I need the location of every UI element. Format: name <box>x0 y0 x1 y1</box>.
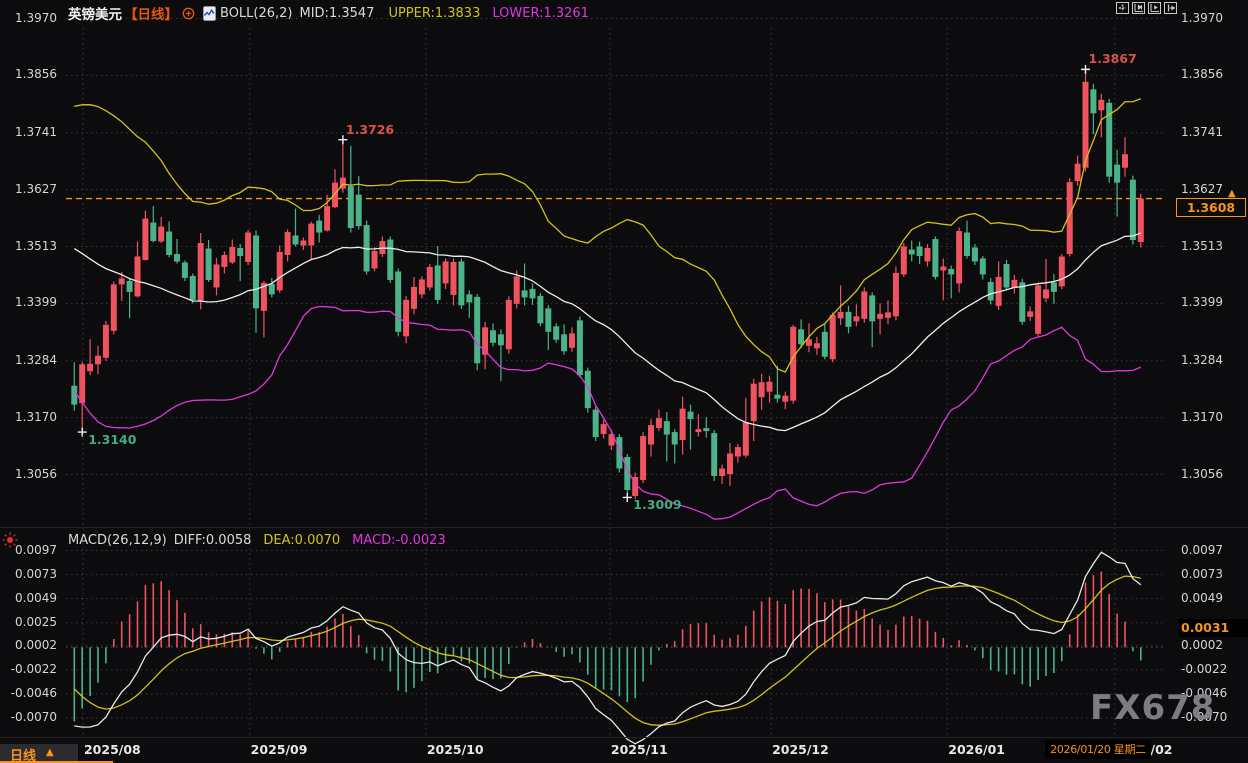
macd-tick-right: 0.0073 <box>1181 566 1223 581</box>
zoom-x-play-icon[interactable] <box>1148 2 1161 14</box>
boll-lower-line <box>73 305 1142 520</box>
period-tab-underline <box>0 760 113 763</box>
period-tag[interactable]: 【日线】 <box>124 7 178 23</box>
macd-tick-right: 0.0097 <box>1181 542 1223 557</box>
macd-gridlines <box>66 550 1164 719</box>
period-tab-label[interactable]: 日线 <box>10 749 37 763</box>
price-tick-right: 1.3741 <box>1181 124 1223 139</box>
macd-dea-value: DEA:0.0070 <box>263 532 341 548</box>
price-tick-left: 1.3513 <box>15 238 57 253</box>
macd-tick-left: -0.0070 <box>10 710 57 724</box>
macd-tick-right: -0.0022 <box>1181 661 1228 676</box>
macd-header: MACD(26,12,9) DIFF:0.0058 DEA:0.0070 MAC… <box>68 532 446 548</box>
macd-tick-left: -0.0046 <box>10 685 57 700</box>
price-annotation-label: 1.3140 <box>88 432 137 448</box>
chart-type-icon[interactable] <box>203 5 216 21</box>
add-indicator-icon[interactable] <box>182 7 195 20</box>
price-annotation-label: 1.3009 <box>633 497 682 513</box>
indicator-marker-icon[interactable] <box>1 531 19 549</box>
pan-right-icon[interactable] <box>1164 2 1177 14</box>
price-tick-right: 1.3513 <box>1181 238 1223 253</box>
price-tick-left: 1.3627 <box>15 181 57 196</box>
x-axis-month-label: 2025/12 <box>772 742 829 757</box>
price-tick-left: 1.3284 <box>15 352 57 367</box>
cursor-date-box: 2026/01/20 星期二 <box>1045 740 1151 759</box>
boll-upper-line <box>74 98 1142 373</box>
price-tick-left: 1.3970 <box>15 10 57 25</box>
boll-upper-value: UPPER:1.3833 <box>388 5 481 21</box>
candlesticks[interactable] <box>71 69 1144 499</box>
x-axis-month-label: 2026/01 <box>948 742 1006 757</box>
boll-mid-line <box>73 232 1142 432</box>
macd-diff-value: DIFF:0.0058 <box>173 532 252 548</box>
price-tick-right: 1.3970 <box>1181 10 1223 25</box>
x-axis-month-label: 2025/09 <box>250 742 308 757</box>
axis-separator <box>0 737 1248 738</box>
x-axis-month-label: 2025/10 <box>426 742 484 757</box>
price-gridlines <box>66 18 1164 475</box>
macd-tick-left: 0.0073 <box>15 566 57 581</box>
price-tick-left: 1.3741 <box>15 124 57 139</box>
price-tick-left: 1.3170 <box>15 409 57 424</box>
price-annotation-label: 1.3867 <box>1088 51 1137 67</box>
macd-tick-right: -0.0046 <box>1181 685 1228 700</box>
price-tick-right: 1.3170 <box>1181 409 1223 424</box>
price-tick-right: 1.3627 <box>1181 181 1223 196</box>
price-tick-left: 1.3399 <box>15 295 57 310</box>
macd-tick-left: 0.0097 <box>15 542 57 557</box>
zoom-x-left-icon[interactable] <box>1132 2 1145 14</box>
macd-tick-right: 0.0002 <box>1181 637 1223 652</box>
price-tick-right: 1.3284 <box>1181 352 1223 367</box>
boll-indicator-label[interactable]: BOLL(26,2) <box>220 5 293 21</box>
symbol-name: 英镑美元 <box>68 7 122 23</box>
macd-tick-right: -0.0070 <box>1181 710 1228 724</box>
price-up-arrow-icon: ▲ <box>1228 188 1236 199</box>
macd-macd-value: MACD:-0.0023 <box>352 532 446 548</box>
boll-lower-value: LOWER:1.3261 <box>492 5 589 21</box>
macd-histogram <box>73 571 1142 722</box>
watermark: FX678 <box>1090 688 1216 728</box>
macd-tick-left: 0.0002 <box>15 637 57 652</box>
macd-tick-left: 0.0049 <box>15 590 57 605</box>
macd-tick-right: 0.0049 <box>1181 590 1223 605</box>
x-axis-month-label: 2025/11 <box>610 742 668 757</box>
chart-toolbar <box>1116 2 1177 14</box>
period-tab-arrow-icon[interactable]: ▲ <box>46 747 54 758</box>
price-tick-right: 1.3399 <box>1181 295 1223 310</box>
annotation-cross-markers <box>77 64 1090 502</box>
price-tick-left: 1.3856 <box>15 67 57 82</box>
macd-dea-line <box>73 575 1141 726</box>
macd-tick-left: 0.0025 <box>15 614 57 629</box>
price-annotation-label: 1.3726 <box>345 121 395 137</box>
macd-indicator-label[interactable]: MACD(26,12,9) <box>68 532 167 548</box>
period-tab[interactable]: 日线 ▲ <box>0 744 78 763</box>
macd-cursor-value-box: 0.0031 <box>1179 619 1248 637</box>
month-gridlines <box>82 28 1116 737</box>
boll-mid-value: MID:1.3547 <box>299 5 375 21</box>
pan-icon[interactable] <box>1116 2 1129 14</box>
price-tick-left: 1.3056 <box>15 466 57 481</box>
price-tick-right: 1.3056 <box>1181 466 1223 481</box>
price-tick-right: 1.3856 <box>1181 67 1223 82</box>
main-chart-header: 英镑美元 【日线】 BOLL(26,2) MID:1.3547 UPPER:1.… <box>68 4 589 24</box>
x-axis-month-label: 2025/08 <box>83 742 141 757</box>
panel-separator <box>0 527 1248 528</box>
macd-dif-line <box>74 551 1142 745</box>
macd-tick-left: -0.0022 <box>10 661 57 676</box>
last-price-box: 1.3608 <box>1176 198 1246 217</box>
